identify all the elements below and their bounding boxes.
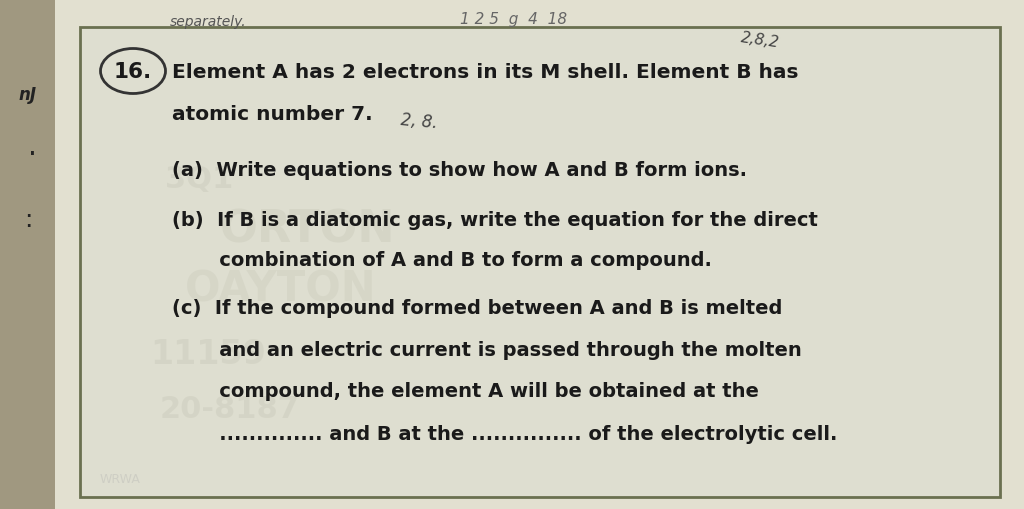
Text: (b)  If B is a diatomic gas, write the equation for the direct: (b) If B is a diatomic gas, write the eq… [172, 210, 818, 229]
Text: 11159: 11159 [150, 338, 266, 371]
Text: WRWA: WRWA [100, 472, 141, 486]
Text: .............. and B at the ............... of the electrolytic cell.: .............. and B at the ............… [172, 425, 838, 444]
Text: combination of A and B to form a compound.: combination of A and B to form a compoun… [172, 250, 712, 269]
Text: atomic number 7.: atomic number 7. [172, 105, 373, 124]
Text: and an electric current is passed through the molten: and an electric current is passed throug… [172, 340, 802, 359]
Text: 1 2 5  g  4  18: 1 2 5 g 4 18 [460, 12, 567, 27]
Text: :: : [24, 208, 33, 232]
Text: 2, 8.: 2, 8. [400, 111, 438, 132]
Text: 16.: 16. [114, 62, 153, 82]
Text: 3Q1: 3Q1 [165, 165, 233, 194]
Text: OAYTON: OAYTON [185, 268, 377, 310]
Text: nJ: nJ [18, 86, 36, 104]
Text: (c)  If the compound formed between A and B is melted: (c) If the compound formed between A and… [172, 298, 782, 317]
Bar [80, 28, 1000, 497]
Text: ·: · [28, 140, 37, 168]
Text: 20-8187: 20-8187 [160, 394, 300, 423]
Text: 2,8,2: 2,8,2 [740, 30, 780, 50]
Text: separately.: separately. [170, 15, 247, 29]
Text: compound, the element A will be obtained at the: compound, the element A will be obtained… [172, 382, 759, 401]
Text: Element A has 2 electrons in its M shell. Element B has: Element A has 2 electrons in its M shell… [172, 63, 799, 81]
Bar [0, 0, 55, 509]
Text: ORTON: ORTON [220, 208, 395, 251]
Text: (a)  Write equations to show how A and B form ions.: (a) Write equations to show how A and B … [172, 160, 746, 179]
